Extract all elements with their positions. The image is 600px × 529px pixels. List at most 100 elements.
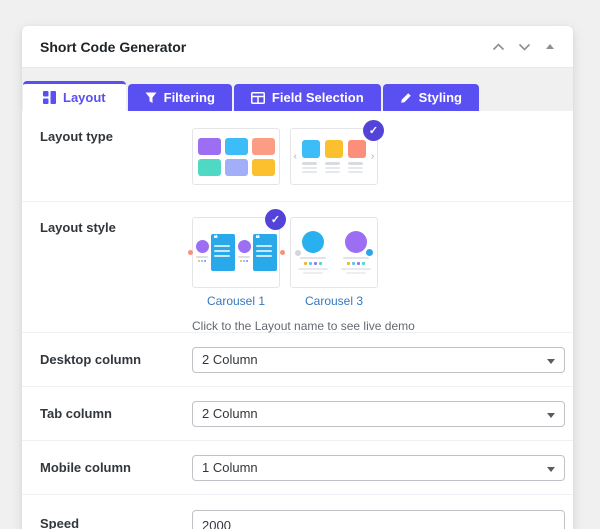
text-line xyxy=(325,171,340,173)
text-line xyxy=(255,250,272,252)
select-value: 1 Column xyxy=(202,460,258,475)
testimonial-group: ❝ xyxy=(195,234,235,271)
chevron-down-icon xyxy=(547,412,555,418)
carousel3-preview xyxy=(297,231,371,274)
carousel-card xyxy=(302,140,320,173)
select-value: 2 Column xyxy=(202,406,258,421)
panel-title: Short Code Generator xyxy=(40,38,187,55)
text-line xyxy=(255,255,272,257)
prev-arrow-icon: ‹ xyxy=(293,150,297,162)
text-line xyxy=(196,256,208,258)
testimonial-group: ❝ xyxy=(237,234,277,271)
selected-check-icon: ✓ xyxy=(363,120,384,141)
text-line xyxy=(297,268,328,270)
layout-style-links: Carousel 1 Carousel 3 xyxy=(192,294,415,308)
move-down-icon[interactable] xyxy=(517,40,531,54)
text-line xyxy=(238,256,250,258)
layout-style-label: Layout style xyxy=(40,220,116,235)
card-image xyxy=(325,140,343,158)
swatch xyxy=(224,158,248,176)
avatar-column xyxy=(195,240,209,262)
carousel1-demo-link[interactable]: Carousel 1 xyxy=(206,294,266,308)
tab-label: Field Selection xyxy=(271,90,364,105)
rating-dots xyxy=(346,262,365,265)
text-line xyxy=(345,272,366,274)
tab-label: Filtering xyxy=(163,90,215,105)
text-line xyxy=(342,257,369,259)
rating-dots xyxy=(303,262,322,265)
tabs-bar: Layout Filtering Field Selection Styling xyxy=(22,68,573,111)
avatar xyxy=(301,231,324,253)
selected-check-icon: ✓ xyxy=(265,209,286,230)
carousel-card xyxy=(325,140,343,173)
select-value: 2 Column xyxy=(202,352,258,367)
nav-dot xyxy=(279,250,285,255)
speed-field-area xyxy=(192,495,565,529)
swatch xyxy=(224,137,248,155)
desktop-column-select[interactable]: 2 Column xyxy=(192,346,565,373)
testimonial-unit xyxy=(297,231,328,274)
tab-label: Layout xyxy=(63,90,106,105)
next-nav-dot xyxy=(366,249,373,256)
text-line xyxy=(299,257,326,259)
layout-grid-icon xyxy=(43,91,56,104)
text-line xyxy=(302,171,317,173)
prev-nav-dot xyxy=(295,249,301,256)
pen-icon xyxy=(400,92,412,104)
layout-type-label: Layout type xyxy=(40,129,113,144)
grid-layout-preview xyxy=(197,137,275,176)
chevron-down-icon xyxy=(547,358,555,364)
tab-layout[interactable]: Layout xyxy=(23,81,126,111)
avatar xyxy=(195,240,209,253)
table-icon xyxy=(250,91,265,104)
mobile-column-select[interactable]: 1 Column xyxy=(192,454,565,481)
card-image xyxy=(302,140,320,158)
desktop-column-row: Desktop column 2 Column xyxy=(22,333,573,387)
quote-icon: ❝ xyxy=(213,234,218,243)
text-line xyxy=(348,162,363,165)
carousel-card xyxy=(348,140,366,173)
settings-rows: Layout type ‹ xyxy=(22,111,573,529)
layout-style-carousel1-option[interactable]: ❝ xyxy=(187,209,286,288)
nav-dot xyxy=(187,250,193,255)
text-line xyxy=(213,245,230,247)
tab-column-select[interactable]: 2 Column xyxy=(192,400,565,427)
funnel-icon xyxy=(145,92,157,104)
swatch xyxy=(197,137,221,155)
layout-style-help-text: Click to the Layout name to see live dem… xyxy=(192,319,415,333)
layout-style-thumbs: ❝ xyxy=(187,202,415,288)
tab-field-selection[interactable]: Field Selection xyxy=(233,84,381,111)
rating-dots xyxy=(198,260,206,262)
text-line xyxy=(302,167,317,169)
panel-header: Short Code Generator xyxy=(22,26,573,68)
move-up-icon[interactable] xyxy=(491,40,505,54)
tab-styling[interactable]: Styling xyxy=(382,84,479,111)
carousel-layout-preview: ‹ xyxy=(293,140,374,173)
text-line xyxy=(213,250,230,252)
desktop-column-label: Desktop column xyxy=(40,352,142,367)
layout-type-carousel-option[interactable]: ‹ xyxy=(290,120,384,185)
text-line xyxy=(340,268,371,270)
panel-controls xyxy=(491,40,557,54)
layout-type-grid-option[interactable] xyxy=(192,128,280,185)
mobile-column-label: Mobile column xyxy=(40,460,131,475)
layout-type-options: ‹ xyxy=(192,111,384,185)
tab-filtering[interactable]: Filtering xyxy=(127,84,232,111)
speed-input[interactable] xyxy=(192,510,565,529)
collapse-toggle-icon[interactable] xyxy=(543,40,557,54)
layout-style-row: Layout style xyxy=(22,202,573,333)
layout-type-row: Layout type ‹ xyxy=(22,111,573,202)
text-line xyxy=(348,171,363,173)
text-line xyxy=(302,272,323,274)
layout-style-options: ❝ xyxy=(187,202,415,333)
quote-card: ❝ xyxy=(252,234,277,271)
card-image xyxy=(348,140,366,158)
carousel3-demo-link[interactable]: Carousel 3 xyxy=(304,294,364,308)
text-line xyxy=(213,255,230,257)
quote-icon: ❝ xyxy=(255,234,260,243)
tab-column-label: Tab column xyxy=(40,406,112,421)
avatar xyxy=(237,240,251,253)
tab-column-row: Tab column 2 Column xyxy=(22,387,573,441)
chevron-down-icon xyxy=(547,466,555,472)
layout-style-carousel3-option[interactable] xyxy=(290,217,378,288)
